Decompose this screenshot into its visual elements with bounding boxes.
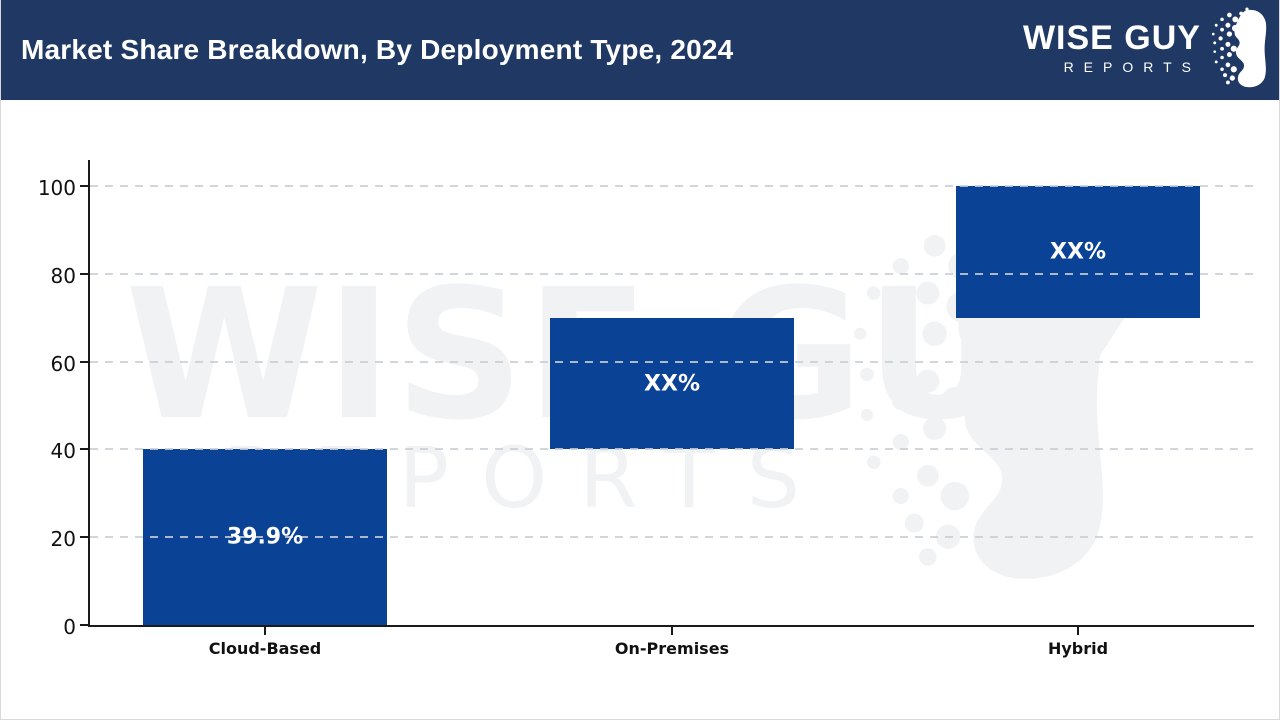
header-bar: Market Share Breakdown, By Deployment Ty… [1, 0, 1279, 100]
y-tick-0 [80, 624, 88, 626]
logo-text: WISE GUY REPORTS [1022, 18, 1201, 76]
y-tick-label-100: 100 [37, 176, 76, 200]
y-tick-label-60: 60 [50, 352, 76, 376]
bar-value-label: XX% [644, 371, 700, 396]
x-tick-1 [264, 627, 266, 635]
y-tick-20 [80, 536, 88, 538]
bar-value-label: XX% [1050, 239, 1106, 265]
gridline-20 [90, 536, 1254, 538]
bar-value-label: 39.9% [226, 524, 304, 550]
x-tick-3 [1077, 627, 1079, 635]
gridline-60 [90, 361, 1254, 363]
y-axis-line [88, 160, 90, 627]
gridline-80 [90, 273, 1254, 275]
x-category-label: Hybrid [1047, 639, 1109, 658]
y-tick-label-40: 40 [50, 439, 76, 463]
x-category-label: On-Premises [614, 639, 730, 658]
gridline-100 [90, 185, 1254, 187]
bar-on-premises [550, 318, 794, 449]
y-tick-label-0: 0 [63, 615, 76, 639]
chart-title: Market Share Breakdown, By Deployment Ty… [21, 34, 734, 65]
x-category-label: Cloud-Based [208, 639, 322, 658]
wise-guy-logo: WISE GUY REPORTS [1023, 6, 1269, 90]
bar-hybrid [956, 186, 1200, 318]
y-tick-label-20: 20 [50, 527, 76, 551]
x-tick-2 [671, 627, 673, 635]
y-tick-80 [80, 273, 88, 275]
logo-wordmark: WISE GUY [1022, 18, 1201, 57]
y-tick-label-80: 80 [50, 264, 76, 288]
x-axis-line [88, 625, 1254, 627]
gridline-40 [90, 448, 1254, 450]
y-tick-60 [80, 361, 88, 363]
logo-face-icon [1211, 7, 1267, 88]
y-tick-40 [80, 448, 88, 450]
y-tick-100 [80, 185, 88, 187]
logo-subtext: REPORTS [1063, 59, 1201, 76]
